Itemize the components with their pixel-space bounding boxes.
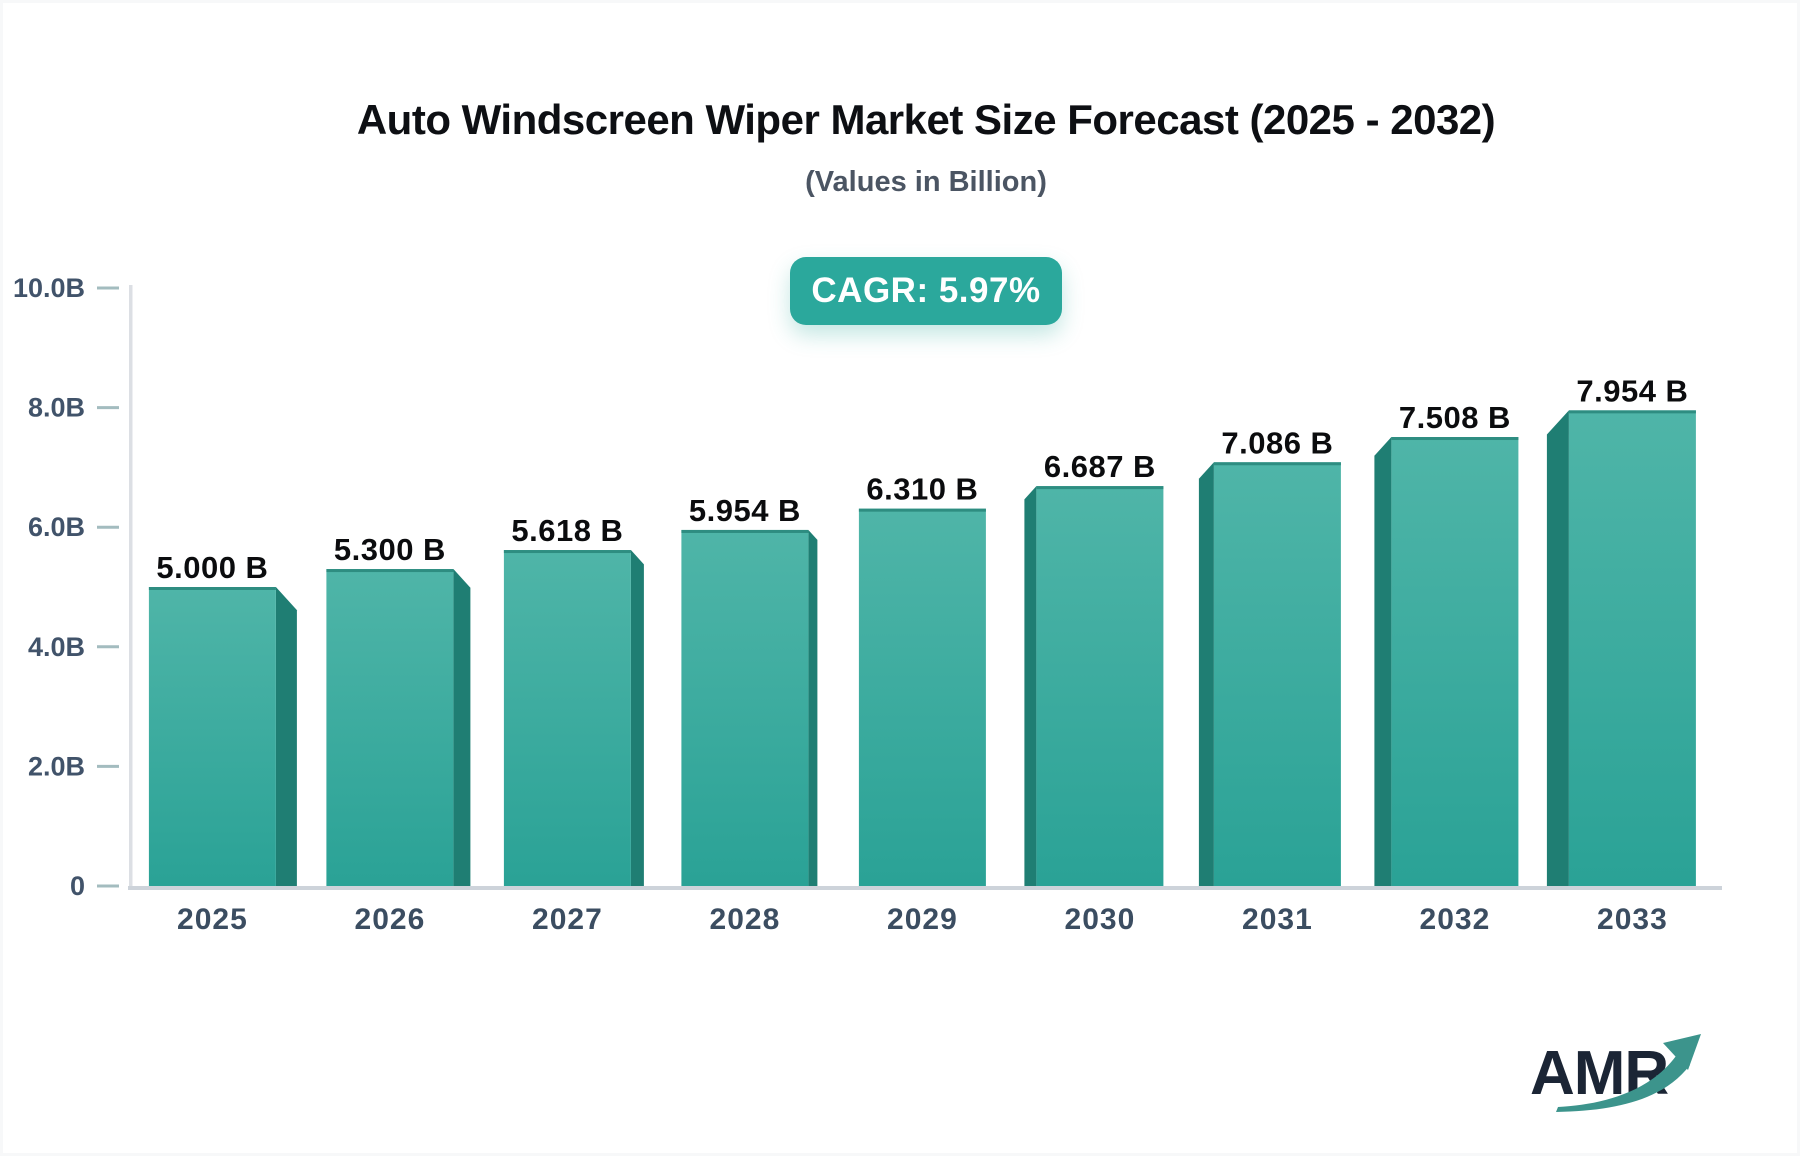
x-axis-label: 2029 bbox=[887, 903, 958, 936]
bar-top-edge bbox=[326, 569, 454, 573]
x-axis-label: 2030 bbox=[1065, 903, 1136, 936]
bar-front-face bbox=[858, 508, 986, 886]
bar-top-edge bbox=[1213, 462, 1341, 466]
bar-side-face bbox=[1024, 486, 1037, 886]
y-axis-tick-label: 0 bbox=[70, 871, 85, 901]
bar-2025: 5.000 B 2025 bbox=[148, 550, 297, 936]
bar-top-edge bbox=[858, 508, 986, 512]
bar-front-face bbox=[1391, 437, 1519, 886]
y-axis-tick-label: 10.0B bbox=[13, 273, 85, 303]
bar-value-label: 5.000 B bbox=[156, 550, 268, 585]
bar-side-face bbox=[453, 569, 471, 886]
y-axis-tick-label: 8.0B bbox=[28, 393, 85, 423]
bar-front-face bbox=[326, 569, 454, 886]
bar-top-edge bbox=[1568, 410, 1696, 414]
bar-front-face bbox=[1213, 462, 1341, 886]
bar-top-edge bbox=[1391, 437, 1519, 441]
bar-front-face bbox=[148, 587, 276, 886]
bar-value-label: 7.954 B bbox=[1576, 373, 1688, 408]
bar-top-edge bbox=[1036, 486, 1164, 490]
x-axis-label: 2026 bbox=[355, 903, 426, 936]
bar-side-face bbox=[1546, 410, 1569, 886]
amr-logo-text: AMR bbox=[1530, 1039, 1668, 1108]
bar-front-face bbox=[681, 529, 809, 886]
bar-top-edge bbox=[503, 550, 631, 554]
x-axis-label: 2028 bbox=[710, 903, 781, 936]
bar-2026: 5.300 B 2026 bbox=[326, 532, 471, 936]
bar-value-label: 7.086 B bbox=[1221, 425, 1333, 460]
bar-2032: 7.508 B 2032 bbox=[1374, 400, 1519, 936]
bar-value-label: 5.954 B bbox=[689, 493, 801, 528]
x-axis-label: 2032 bbox=[1420, 903, 1491, 936]
chart-title: Auto Windscreen Wiper Market Size Foreca… bbox=[356, 96, 1496, 143]
amr-logo: AMR bbox=[1530, 1034, 1701, 1112]
bar-side-face bbox=[630, 550, 644, 886]
bar-2030: 6.687 B 2030 bbox=[1024, 449, 1164, 936]
bar-top-edge bbox=[148, 587, 276, 590]
bar-front-face bbox=[1036, 486, 1164, 886]
growth-arrow-icon bbox=[1556, 1034, 1701, 1112]
y-axis-tick-label: 2.0B bbox=[28, 751, 85, 781]
bar-side-face bbox=[1198, 462, 1214, 886]
bar-2027: 5.618 B 2027 bbox=[503, 513, 644, 936]
bar-side-face bbox=[1374, 437, 1392, 886]
bar-front-face bbox=[503, 550, 631, 886]
bar-value-label: 7.508 B bbox=[1399, 400, 1511, 435]
bar-2031: 7.086 B 2031 bbox=[1198, 425, 1341, 936]
bar-side-face bbox=[808, 529, 818, 886]
cagr-badge-label: CAGR: 5.97% bbox=[811, 271, 1041, 310]
bar-2028: 5.954 B 2028 bbox=[681, 493, 818, 936]
bar-value-label: 5.300 B bbox=[334, 532, 446, 567]
y-axis-tick-label: 4.0B bbox=[28, 632, 85, 662]
y-axis-tick-label: 6.0B bbox=[28, 512, 85, 542]
bar-value-label: 6.687 B bbox=[1044, 449, 1156, 484]
bar-top-edge bbox=[681, 529, 809, 533]
x-axis-label: 2027 bbox=[532, 903, 603, 936]
x-axis-baseline bbox=[128, 886, 1722, 890]
x-axis-label: 2025 bbox=[177, 903, 248, 936]
y-axis-line bbox=[129, 285, 133, 889]
bar-side-face bbox=[275, 587, 297, 886]
bar-2033: 7.954 B 2033 bbox=[1546, 373, 1696, 936]
bar-value-label: 5.618 B bbox=[511, 513, 623, 548]
bar-front-face bbox=[1568, 410, 1696, 886]
bar-2029: 6.310 B 2029 bbox=[858, 472, 986, 936]
x-axis-label: 2031 bbox=[1242, 903, 1313, 936]
cagr-badge: CAGR: 5.97% bbox=[790, 257, 1062, 325]
x-axis-label: 2033 bbox=[1597, 903, 1668, 936]
bar-value-label: 6.310 B bbox=[866, 472, 978, 507]
chart-subtitle: (Values in Billion) bbox=[805, 166, 1047, 198]
